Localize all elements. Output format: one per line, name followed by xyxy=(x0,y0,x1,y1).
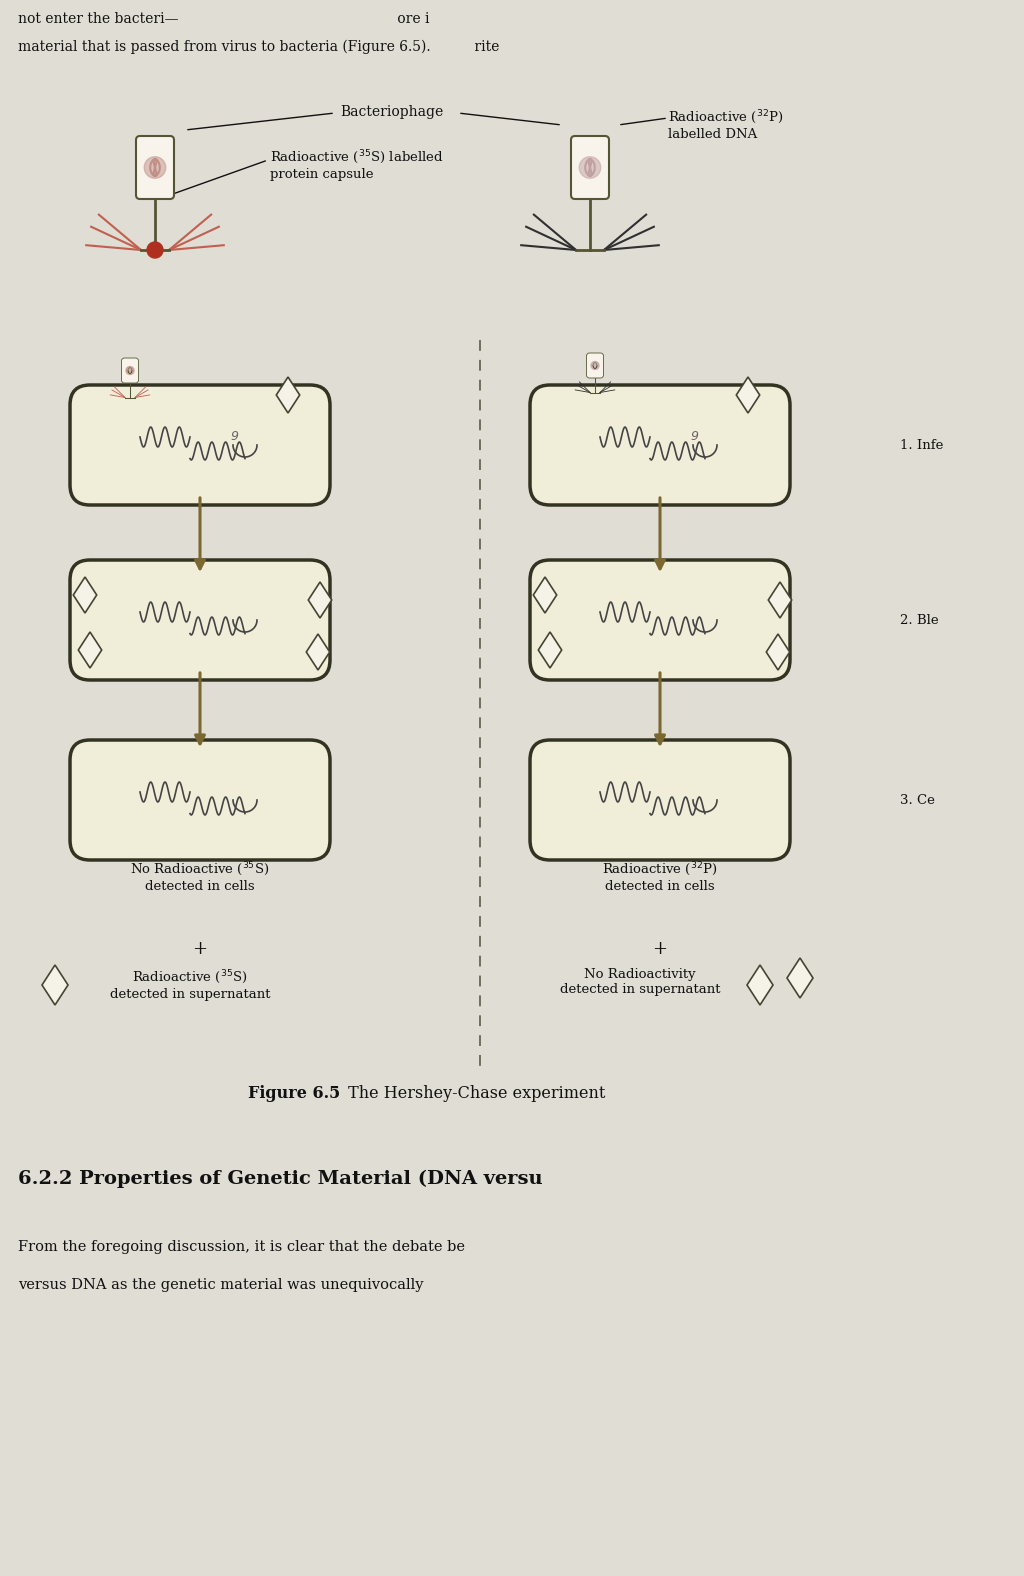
Circle shape xyxy=(144,156,166,178)
Text: The Hershey-Chase experiment: The Hershey-Chase experiment xyxy=(343,1084,605,1102)
FancyBboxPatch shape xyxy=(122,358,138,383)
Text: +: + xyxy=(652,939,668,958)
FancyBboxPatch shape xyxy=(571,136,609,199)
Polygon shape xyxy=(308,582,332,618)
Text: Bacteriophage: Bacteriophage xyxy=(340,106,443,120)
Text: +: + xyxy=(193,939,208,958)
Text: material that is passed from virus to bacteria (Figure 6.5).          rite: material that is passed from virus to ba… xyxy=(18,39,500,55)
Circle shape xyxy=(580,156,601,178)
Text: versus DNA as the genetic material was unequivocally: versus DNA as the genetic material was u… xyxy=(18,1278,424,1292)
Text: Figure 6.5: Figure 6.5 xyxy=(248,1084,340,1102)
Polygon shape xyxy=(539,632,562,668)
FancyBboxPatch shape xyxy=(530,559,790,679)
Text: Radioactive ($^{32}$P)
labelled DNA: Radioactive ($^{32}$P) labelled DNA xyxy=(668,109,783,140)
Text: 2. Ble: 2. Ble xyxy=(900,613,939,627)
Circle shape xyxy=(147,243,163,258)
Text: 9: 9 xyxy=(690,430,698,443)
Text: 6.2.2 Properties of Genetic Material (DNA versu: 6.2.2 Properties of Genetic Material (DN… xyxy=(18,1169,543,1188)
Polygon shape xyxy=(276,377,300,413)
Text: No Radioactive ($^{35}$S)
detected in cells: No Radioactive ($^{35}$S) detected in ce… xyxy=(130,860,269,892)
FancyBboxPatch shape xyxy=(530,741,790,860)
Polygon shape xyxy=(746,965,773,1005)
Polygon shape xyxy=(787,958,813,998)
FancyBboxPatch shape xyxy=(70,741,330,860)
Polygon shape xyxy=(306,634,330,670)
Text: From the foregoing discussion, it is clear that the debate be: From the foregoing discussion, it is cle… xyxy=(18,1240,465,1254)
FancyBboxPatch shape xyxy=(587,353,603,378)
Circle shape xyxy=(591,361,599,369)
Text: No Radioactivity
detected in supernatant: No Radioactivity detected in supernatant xyxy=(560,968,720,996)
Polygon shape xyxy=(42,965,68,1005)
Circle shape xyxy=(126,367,134,375)
Text: not enter the bacteri—                                                  ore i: not enter the bacteri— ore i xyxy=(18,13,429,25)
FancyBboxPatch shape xyxy=(530,385,790,504)
Text: 3. Ce: 3. Ce xyxy=(900,793,935,807)
Text: Radioactive ($^{32}$P)
detected in cells: Radioactive ($^{32}$P) detected in cells xyxy=(602,860,718,892)
Text: 9: 9 xyxy=(230,430,238,443)
FancyBboxPatch shape xyxy=(70,559,330,679)
Polygon shape xyxy=(534,577,557,613)
Polygon shape xyxy=(766,634,790,670)
FancyBboxPatch shape xyxy=(70,385,330,504)
Polygon shape xyxy=(768,582,792,618)
Polygon shape xyxy=(74,577,96,613)
Text: Radioactive ($^{35}$S)
detected in supernatant: Radioactive ($^{35}$S) detected in super… xyxy=(110,968,270,1001)
FancyBboxPatch shape xyxy=(136,136,174,199)
Polygon shape xyxy=(736,377,760,413)
Text: Radioactive ($^{35}$S) labelled
protein capsule: Radioactive ($^{35}$S) labelled protein … xyxy=(270,148,443,181)
Text: 1. Infe: 1. Infe xyxy=(900,438,943,451)
Polygon shape xyxy=(78,632,101,668)
